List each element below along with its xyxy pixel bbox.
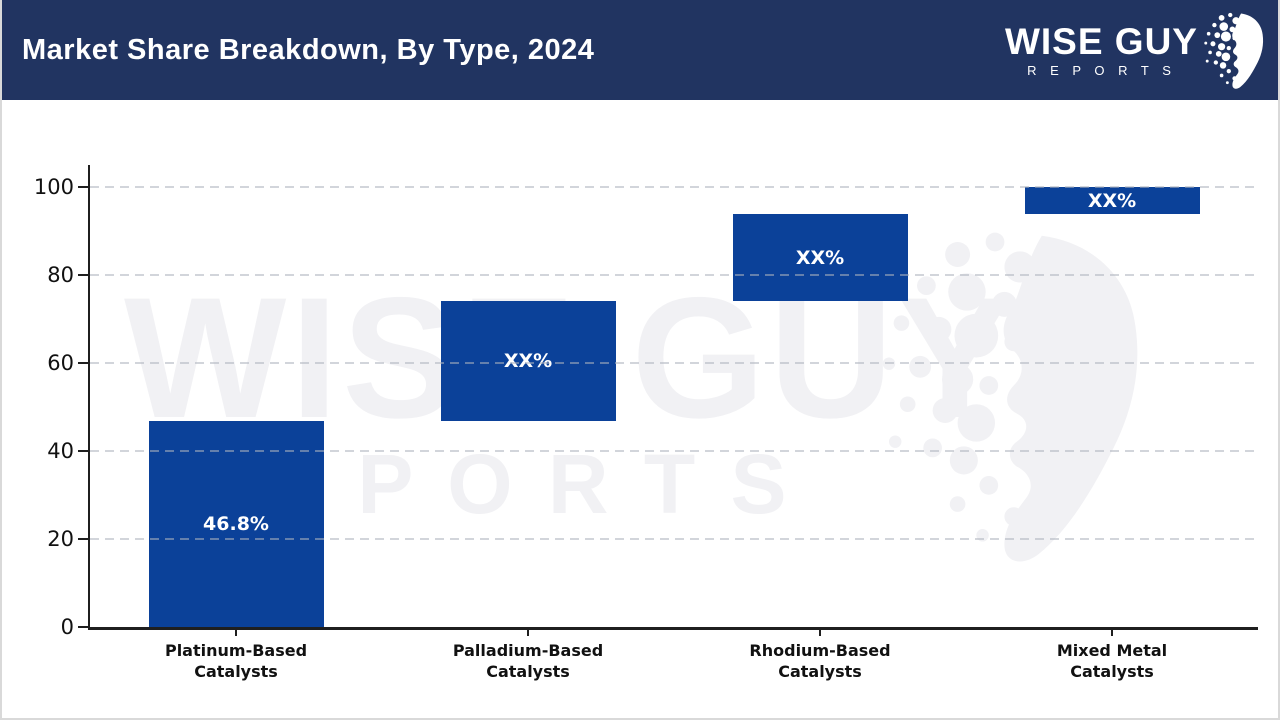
gridline-40 bbox=[90, 450, 1258, 452]
gridline-60 bbox=[90, 362, 1258, 364]
logo-head-icon bbox=[1204, 12, 1264, 89]
logo-name: WISE GUY bbox=[1004, 20, 1198, 62]
y-tick-label: 100 bbox=[33, 175, 74, 199]
y-tick-label: 60 bbox=[47, 351, 74, 375]
x-axis-label-rhodium-based-catalysts: Rhodium-Based Catalysts bbox=[749, 641, 891, 681]
y-tick bbox=[78, 274, 88, 276]
gridline-100 bbox=[90, 186, 1258, 188]
y-tick-label: 0 bbox=[60, 615, 74, 639]
y-tick-label: 20 bbox=[47, 527, 74, 551]
y-axis-spine bbox=[88, 165, 90, 627]
bar-rhodium-based-catalysts: XX% bbox=[732, 214, 908, 301]
x-tick bbox=[235, 627, 237, 636]
x-tick bbox=[1111, 627, 1113, 636]
bar-value-label: XX% bbox=[1087, 189, 1137, 212]
gridline-20 bbox=[90, 538, 1258, 540]
y-tick bbox=[78, 450, 88, 452]
y-tick-label: 40 bbox=[47, 439, 74, 463]
bar-platinum-based-catalysts: 46.8% bbox=[148, 421, 324, 627]
y-tick bbox=[78, 538, 88, 540]
x-tick bbox=[527, 627, 529, 636]
y-tick bbox=[78, 186, 88, 188]
x-axis-label-palladium-based-catalysts: Palladium-Based Catalysts bbox=[452, 641, 604, 681]
bar-value-label: 46.8% bbox=[203, 513, 269, 536]
bar-value-label: XX% bbox=[503, 350, 553, 372]
page-title: Market Share Breakdown, By Type, 2024 bbox=[22, 33, 595, 66]
y-tick bbox=[78, 626, 88, 628]
logo-text: WISE GUY R E P O R T S bbox=[1005, 23, 1198, 78]
x-axis-label-platinum-based-catalysts: Platinum-Based Catalysts bbox=[164, 641, 308, 681]
x-axis-spine bbox=[88, 627, 1258, 630]
logo-subtitle: R E P O R T S bbox=[1027, 62, 1176, 78]
y-tick-label: 80 bbox=[47, 263, 74, 287]
wiseguy-logo: WISE GUY R E P O R T S bbox=[1005, 6, 1272, 94]
bar-palladium-based-catalysts: XX% bbox=[440, 300, 616, 422]
x-tick bbox=[819, 627, 821, 636]
y-tick bbox=[78, 362, 88, 364]
header: Market Share Breakdown, By Type, 2024 WI… bbox=[2, 0, 1278, 100]
bar-value-label: XX% bbox=[795, 246, 845, 269]
x-axis-label-mixed-metal-catalysts: Mixed Metal Catalysts bbox=[1056, 641, 1168, 681]
gridline-80 bbox=[90, 274, 1258, 276]
bar-mixed-metal-catalysts: XX% bbox=[1024, 187, 1200, 215]
